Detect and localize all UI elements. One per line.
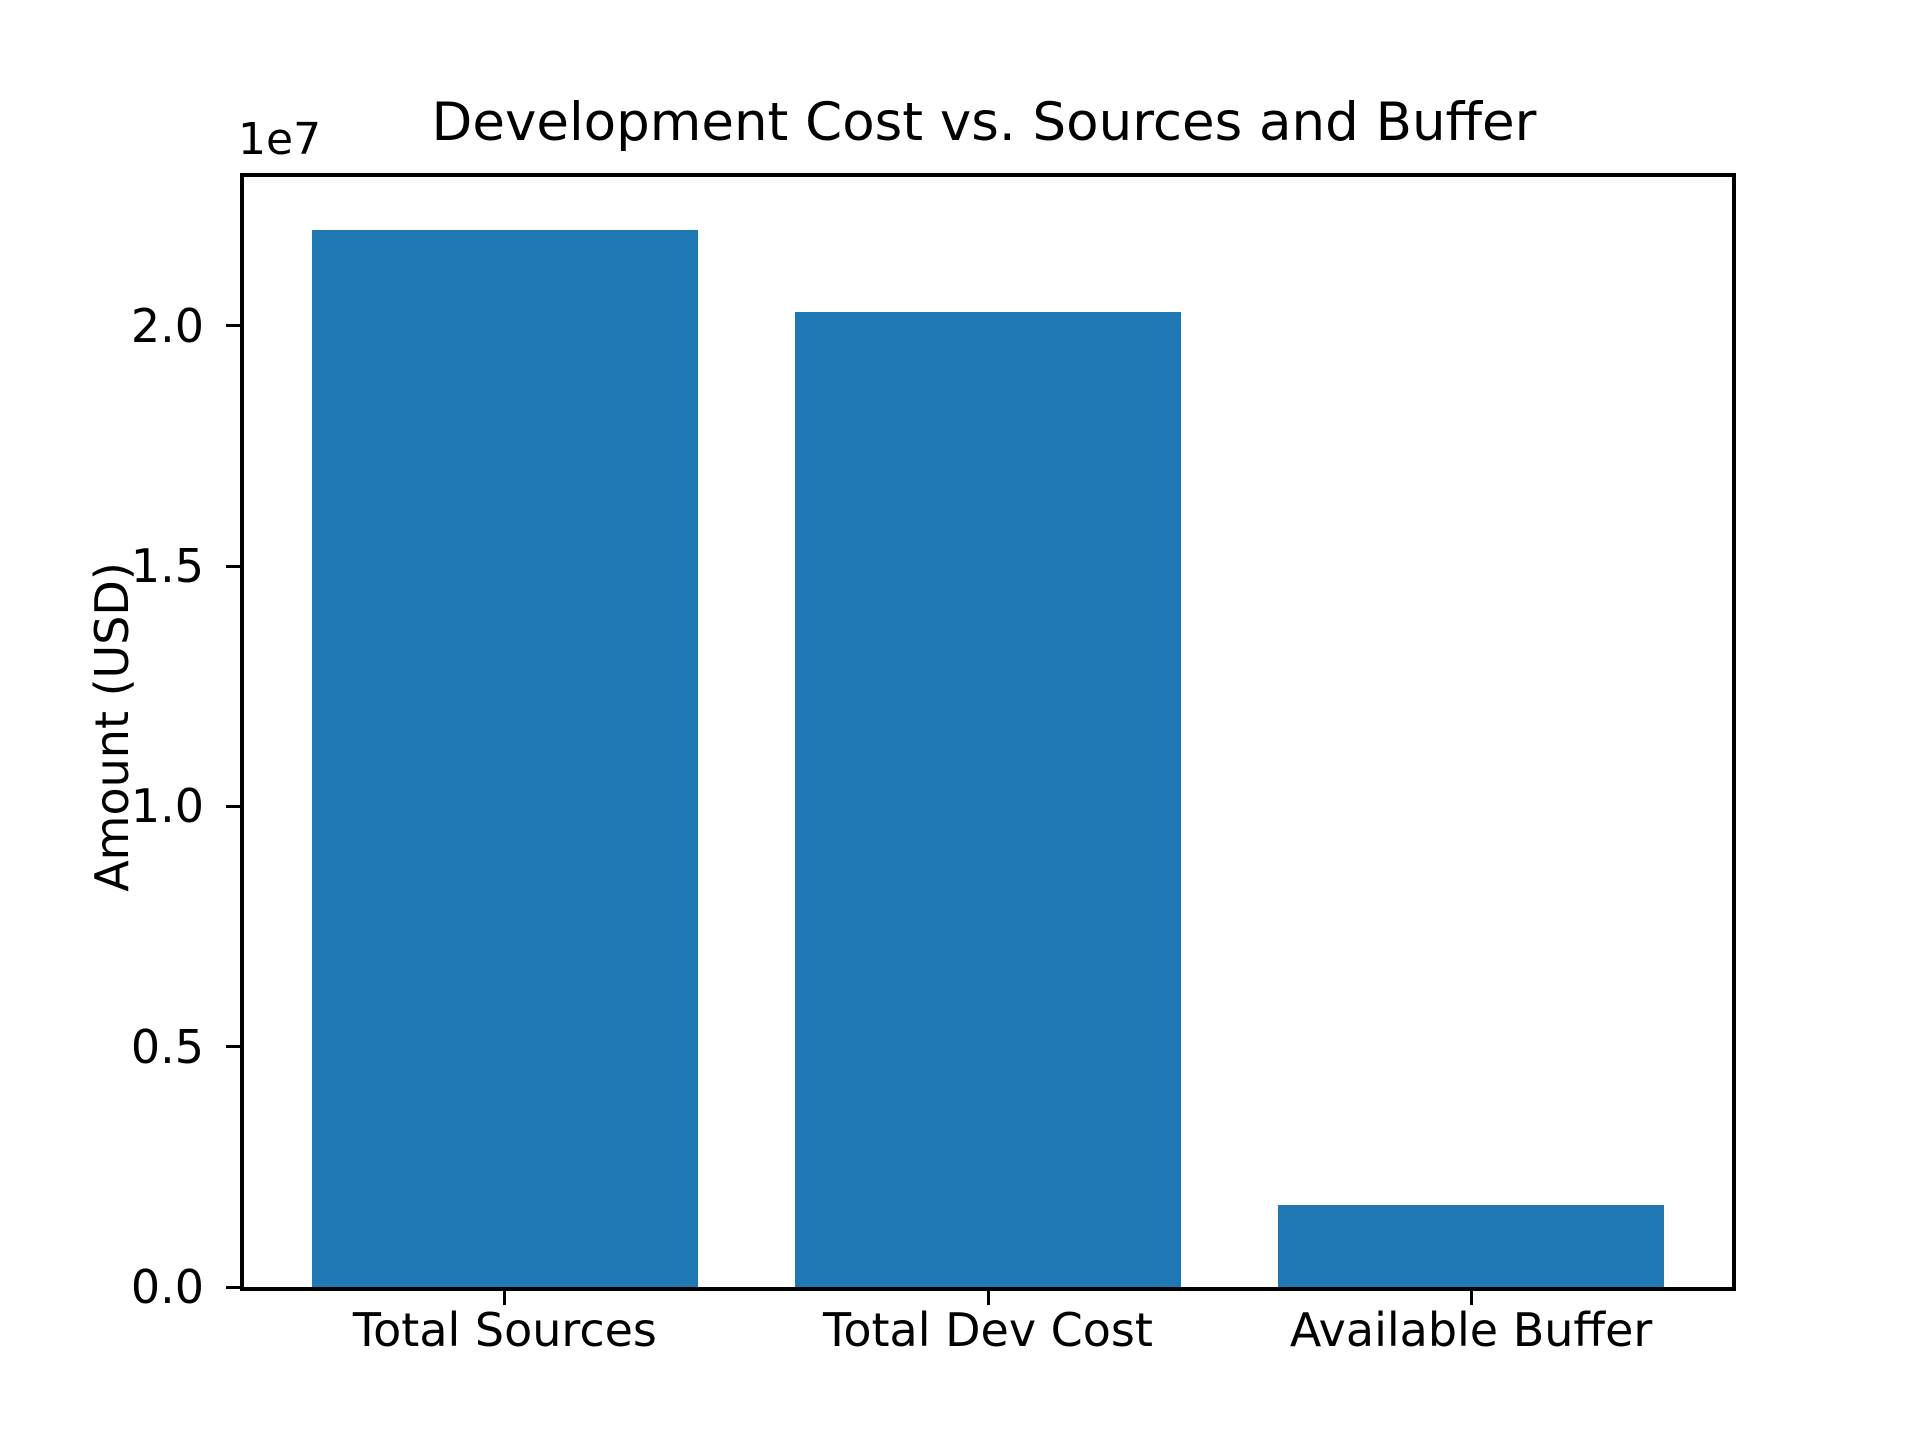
y-tick-mark	[226, 1285, 244, 1289]
bar-total-sources	[311, 229, 699, 1287]
bar-available-buffer	[1277, 1205, 1665, 1287]
bar-total-dev-cost	[794, 311, 1182, 1287]
x-tick-mark	[1469, 1287, 1473, 1305]
x-tick-mark	[503, 1287, 507, 1305]
x-tick-label-available-buffer: Available Buffer	[1289, 1303, 1653, 1357]
y-tick-mark	[226, 564, 244, 568]
y-tick-label: 1.5	[130, 539, 204, 594]
plot-area: Total Sources Total Dev Cost Available Buf…	[131, 173, 1736, 1353]
y-axis-label: Amount (USD)	[85, 562, 139, 892]
y-tick-label: 2.0	[130, 298, 204, 353]
y-tick-label: 1.0	[130, 779, 204, 834]
chart-title: Development Cost vs. Sources and Buffer	[431, 92, 1537, 153]
y-tick-mark	[226, 1045, 244, 1049]
y-tick-label: 0.0	[130, 1260, 204, 1314]
y-tick-label: 0.5	[130, 1019, 204, 1074]
y-tick-mark	[226, 804, 244, 808]
x-tick-mark	[986, 1287, 990, 1305]
y-tick-mark	[226, 324, 244, 328]
x-tick-label-total-dev-cost: Total Dev Cost	[823, 1303, 1153, 1357]
x-tick-label-total-sources: Total Sources	[352, 1303, 657, 1357]
y-axis-offset-text: 1e7	[238, 114, 322, 165]
